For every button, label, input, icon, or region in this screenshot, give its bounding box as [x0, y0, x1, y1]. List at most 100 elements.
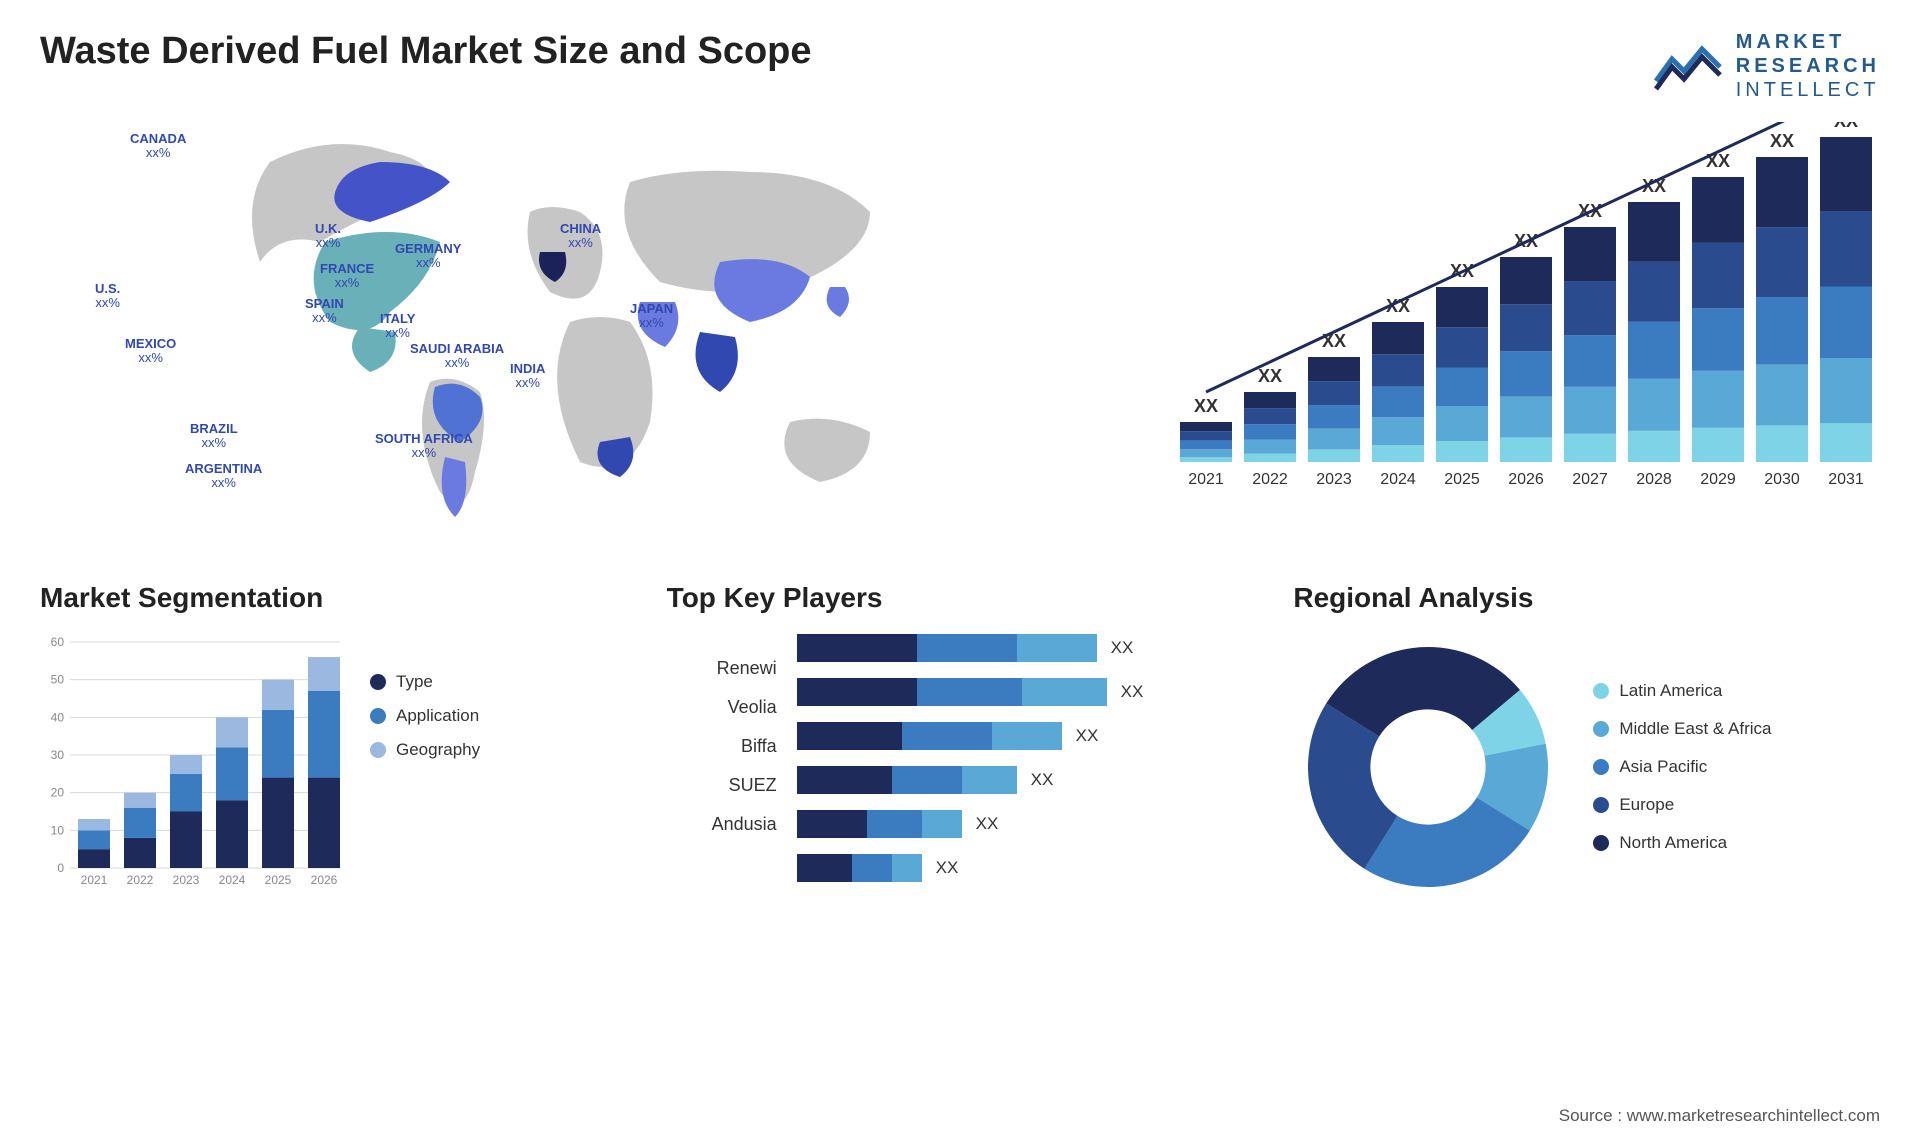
player-value: XX	[1121, 682, 1144, 702]
legend-label: Geography	[396, 740, 480, 760]
svg-text:2023: 2023	[1316, 471, 1352, 488]
player-bar	[797, 722, 1062, 750]
svg-text:0: 0	[57, 861, 64, 875]
logo: MARKET RESEARCH INTELLECT	[1654, 30, 1880, 102]
svg-text:XX: XX	[1706, 151, 1730, 171]
svg-text:2026: 2026	[1508, 471, 1544, 488]
svg-text:2024: 2024	[1380, 471, 1416, 488]
svg-text:60: 60	[51, 635, 65, 649]
legend-swatch	[370, 674, 386, 690]
legend-swatch	[1593, 721, 1609, 737]
player-bar-segment	[962, 766, 1017, 794]
player-bar-segment	[852, 854, 892, 882]
svg-text:50: 50	[51, 673, 65, 687]
svg-text:2023: 2023	[173, 873, 200, 887]
page-title: Waste Derived Fuel Market Size and Scope	[40, 30, 812, 73]
country-label: BRAZILxx%	[190, 422, 238, 451]
growth-chart-svg: XX2021XX2022XX2023XX2024XX2025XX2026XX20…	[1160, 122, 1880, 542]
player-bar-row: XX	[797, 676, 1254, 708]
player-label: Biffa	[741, 736, 777, 757]
player-bar-segment	[917, 634, 1017, 662]
country-label: GERMANYxx%	[395, 242, 461, 271]
player-bar-segment	[1022, 678, 1107, 706]
legend-swatch	[370, 708, 386, 724]
player-value: XX	[976, 814, 999, 834]
legend-label: Asia Pacific	[1619, 757, 1707, 777]
donut-svg	[1293, 632, 1563, 902]
country-label: CHINAxx%	[560, 222, 601, 251]
legend-label: Application	[396, 706, 479, 726]
player-bar-segment	[797, 810, 867, 838]
player-bar-segment	[1017, 634, 1097, 662]
players-panel: Top Key Players RenewiVeoliaBiffaSUEZAnd…	[667, 582, 1254, 922]
legend-item: Middle East & Africa	[1593, 719, 1771, 739]
player-bar-row: XX	[797, 720, 1254, 752]
legend-swatch	[1593, 797, 1609, 813]
svg-text:2030: 2030	[1764, 471, 1800, 488]
svg-text:2021: 2021	[1188, 471, 1224, 488]
legend-label: North America	[1619, 833, 1727, 853]
country-label: ARGENTINAxx%	[185, 462, 262, 491]
country-label: FRANCExx%	[320, 262, 374, 291]
players-chart: RenewiVeoliaBiffaSUEZAndusia XXXXXXXXXXX…	[667, 632, 1254, 884]
world-map: CANADAxx%U.S.xx%MEXICOxx%BRAZILxx%ARGENT…	[40, 122, 1120, 542]
svg-text:2022: 2022	[1252, 471, 1288, 488]
svg-text:XX: XX	[1194, 396, 1218, 416]
player-label: Andusia	[712, 814, 777, 835]
regional-panel: Regional Analysis Latin AmericaMiddle Ea…	[1293, 582, 1880, 922]
header: Waste Derived Fuel Market Size and Scope…	[40, 30, 1880, 102]
players-title: Top Key Players	[667, 582, 1254, 614]
country-label: SAUDI ARABIAxx%	[410, 342, 504, 371]
country-label: ITALYxx%	[380, 312, 415, 341]
player-bar-segment	[902, 722, 992, 750]
svg-text:10: 10	[51, 823, 65, 837]
player-bar	[797, 766, 1017, 794]
legend-item: Geography	[370, 740, 480, 760]
legend-label: Type	[396, 672, 433, 692]
player-bar-segment	[797, 766, 892, 794]
svg-text:XX: XX	[1322, 331, 1346, 351]
player-label: Renewi	[717, 658, 777, 679]
legend-label: Middle East & Africa	[1619, 719, 1771, 739]
player-bar	[797, 634, 1097, 662]
growth-chart: XX2021XX2022XX2023XX2024XX2025XX2026XX20…	[1160, 122, 1880, 542]
player-bar-segment	[922, 810, 962, 838]
legend-item: Asia Pacific	[1593, 757, 1771, 777]
legend-item: Application	[370, 706, 480, 726]
svg-text:2026: 2026	[311, 873, 338, 887]
country-label: CANADAxx%	[130, 132, 186, 161]
player-bar-segment	[867, 810, 922, 838]
svg-text:2031: 2031	[1828, 471, 1864, 488]
segmentation-svg: 0102030405060202120222023202420252026	[40, 632, 340, 892]
segmentation-chart: 0102030405060202120222023202420252026 Ty…	[40, 632, 627, 892]
legend-label: Latin America	[1619, 681, 1722, 701]
player-label: SUEZ	[729, 775, 777, 796]
country-label: JAPANxx%	[630, 302, 673, 331]
player-bar-segment	[797, 854, 852, 882]
player-bar-segment	[797, 678, 917, 706]
svg-text:2022: 2022	[127, 873, 154, 887]
player-value: XX	[936, 858, 959, 878]
segmentation-panel: Market Segmentation 01020304050602021202…	[40, 582, 627, 922]
top-row: CANADAxx%U.S.xx%MEXICOxx%BRAZILxx%ARGENT…	[40, 122, 1880, 542]
svg-text:XX: XX	[1770, 131, 1794, 151]
logo-icon	[1654, 41, 1724, 91]
legend-label: Europe	[1619, 795, 1674, 815]
player-value: XX	[1111, 638, 1134, 658]
regional-legend: Latin America Middle East & Africa Asia Pa…	[1593, 681, 1771, 853]
player-value: XX	[1076, 726, 1099, 746]
svg-text:2021: 2021	[81, 873, 108, 887]
legend-swatch	[1593, 759, 1609, 775]
legend-item: North America	[1593, 833, 1771, 853]
svg-text:XX: XX	[1258, 366, 1282, 386]
country-label: INDIAxx%	[510, 362, 545, 391]
player-bar-segment	[797, 634, 917, 662]
svg-text:2027: 2027	[1572, 471, 1608, 488]
logo-text: MARKET RESEARCH INTELLECT	[1736, 30, 1880, 102]
player-bar-row: XX	[797, 764, 1254, 796]
legend-item: Europe	[1593, 795, 1771, 815]
player-bar-segment	[917, 678, 1022, 706]
svg-text:XX: XX	[1834, 122, 1858, 131]
svg-text:20: 20	[51, 786, 65, 800]
player-bar-row: XX	[797, 632, 1254, 664]
